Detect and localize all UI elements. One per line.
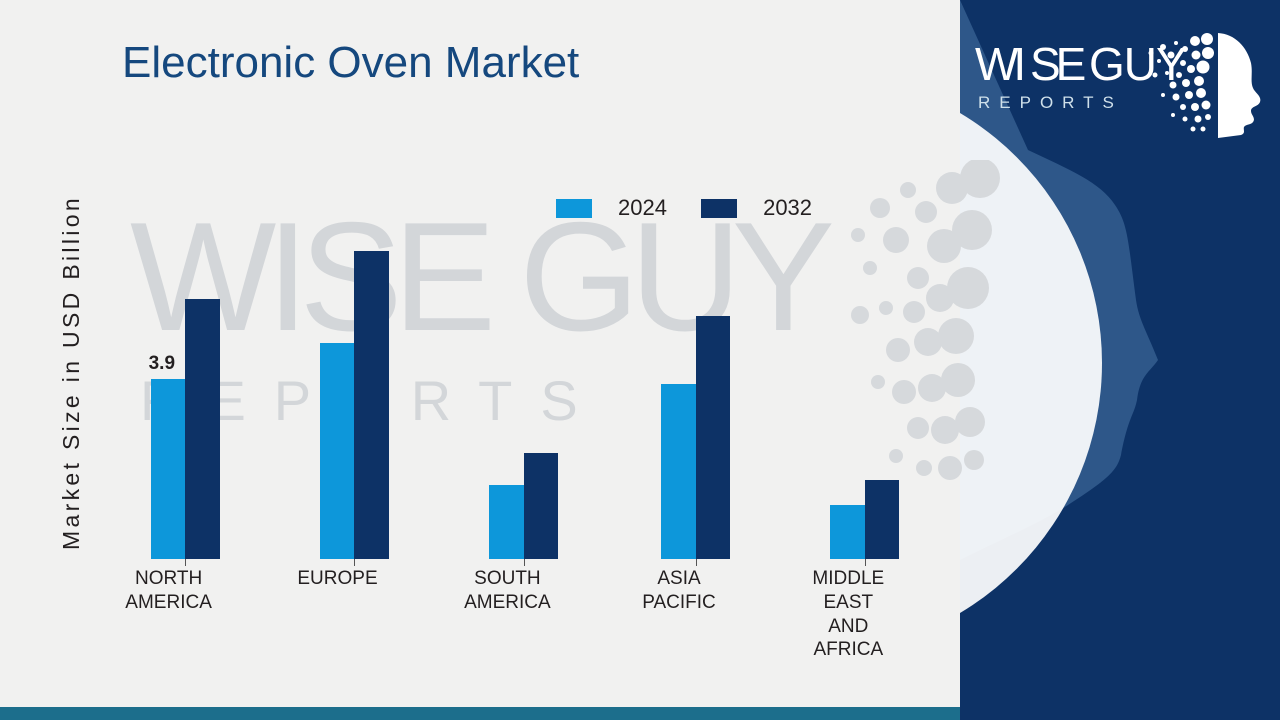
- svg-text:WI: WI: [975, 38, 1022, 90]
- svg-text:SE: SE: [1030, 38, 1085, 90]
- svg-text:REPORTS: REPORTS: [978, 93, 1123, 112]
